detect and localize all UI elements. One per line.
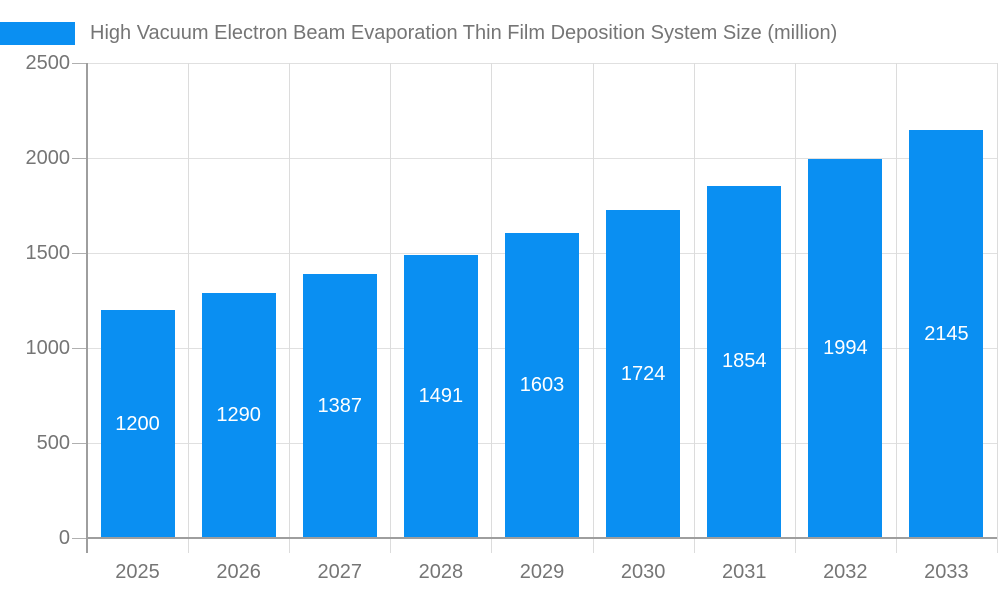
- gridline-v: [390, 63, 392, 553]
- y-axis-tick: [72, 253, 87, 254]
- legend-series-label: High Vacuum Electron Beam Evaporation Th…: [90, 22, 838, 44]
- gridline-v: [491, 63, 493, 553]
- y-axis-tick: [72, 63, 87, 64]
- x-axis-label: 2027: [317, 561, 363, 583]
- gridline-v: [289, 63, 291, 553]
- y-axis-tick: [72, 538, 87, 539]
- bar-2031[interactable]: 1854: [707, 185, 782, 538]
- bar-value-label: 1387: [317, 394, 363, 417]
- y-axis-tick-label: 0: [58, 527, 70, 549]
- legend-swatch: [0, 22, 75, 45]
- y-axis-tick-label: 1500: [25, 242, 71, 264]
- gridline-v: [895, 63, 897, 553]
- bar-value-label: 1290: [216, 403, 261, 426]
- y-axis-line: [86, 63, 88, 553]
- bar-value-label: 1491: [418, 384, 464, 407]
- x-axis-label: 2028: [418, 561, 464, 583]
- gridline-h: [87, 63, 997, 64]
- y-axis-tick-label: 2500: [25, 52, 71, 74]
- y-axis-tick-label: 500: [36, 432, 70, 454]
- legend: High Vacuum Electron Beam Evaporation Th…: [0, 22, 837, 45]
- gridline-h: [87, 158, 997, 159]
- y-axis-tick: [72, 348, 87, 349]
- y-axis-tick: [72, 443, 87, 444]
- x-axis-label: 2025: [115, 561, 160, 583]
- bar-2026[interactable]: 1290: [201, 292, 276, 538]
- gridline-v: [997, 63, 998, 553]
- y-axis-tick-label: 2000: [25, 147, 71, 169]
- x-axis-label: 2033: [924, 561, 969, 583]
- bar-value-label: 1854: [721, 350, 767, 373]
- bar-2033[interactable]: 2145: [909, 130, 984, 538]
- gridline-v: [188, 63, 190, 553]
- y-axis-tick: [72, 158, 87, 159]
- gridline-v: [794, 63, 796, 553]
- bar-2032[interactable]: 1994: [808, 159, 883, 538]
- x-axis-label: 2026: [216, 561, 261, 583]
- x-axis-label: 2029: [519, 561, 565, 583]
- gridline-v: [592, 63, 594, 553]
- x-axis-line: [87, 537, 997, 539]
- bar-2025[interactable]: 1200: [100, 310, 175, 538]
- bar-value-label: 1200: [115, 412, 160, 435]
- bar-value-label: 2145: [924, 322, 969, 345]
- bar-2028[interactable]: 1491: [403, 254, 478, 538]
- bar-2029[interactable]: 1603: [505, 233, 579, 538]
- bar-value-label: 1603: [519, 374, 565, 397]
- bar-value-label: 1994: [823, 337, 868, 360]
- x-axis-label: 2032: [823, 561, 868, 583]
- x-axis-label: 2030: [620, 561, 666, 583]
- bar-2027[interactable]: 1387: [302, 274, 377, 538]
- x-axis-label: 2031: [721, 561, 767, 583]
- y-axis-tick-label: 1000: [25, 337, 71, 359]
- bar-2030[interactable]: 1724: [606, 210, 681, 538]
- gridline-v: [693, 63, 695, 553]
- bar-value-label: 1724: [620, 362, 666, 385]
